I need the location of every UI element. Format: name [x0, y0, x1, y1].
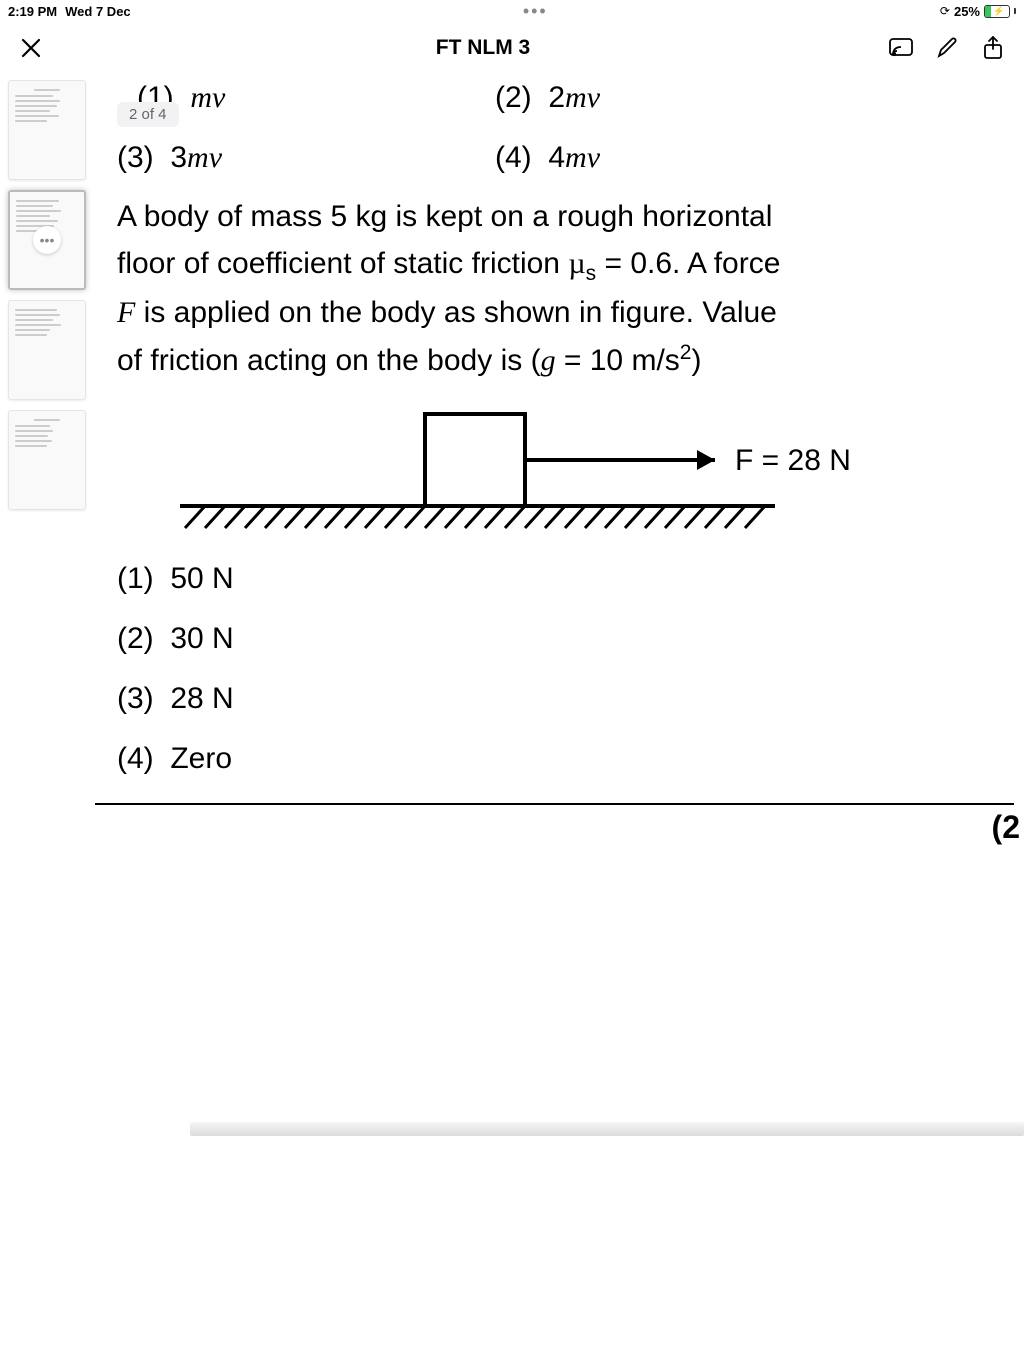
- orientation-lock-icon: ⟳: [940, 4, 950, 18]
- g-symbol: g: [541, 344, 556, 377]
- ipad-status-bar: 2:19 PM Wed 7 Dec ••• ⟳ 25% ⚡: [0, 0, 1024, 22]
- thumbnail-page-4[interactable]: [8, 410, 86, 510]
- prev-opt1-val: mv: [190, 81, 225, 114]
- prev-opt4-val: 4mv: [548, 141, 600, 174]
- document-toolbar: FT NLM 3: [0, 22, 1024, 74]
- prev-opt2-val: 2mv: [548, 81, 600, 114]
- close-button[interactable]: [18, 35, 44, 61]
- force-label: F = 28 N: [735, 444, 851, 477]
- cast-icon: [889, 38, 913, 58]
- question-line-1: A body of mass 5 kg is kept on a rough h…: [117, 200, 772, 233]
- prev-opt2-num: (2): [495, 81, 532, 114]
- page-edge-shadow: [190, 1122, 1024, 1136]
- answer-option-3: (3) 28 N: [117, 669, 1014, 729]
- document-title: FT NLM 3: [78, 36, 888, 60]
- status-time: 2:19 PM: [8, 4, 57, 19]
- prev-opt3-num: (3): [117, 141, 154, 174]
- page-thumbnails-sidebar: •••: [0, 74, 95, 1358]
- question-line-4a: of friction acting on the body is (: [117, 344, 541, 377]
- question-line-4c: ): [691, 344, 701, 377]
- thumbnail-page-3[interactable]: [8, 300, 86, 400]
- close-icon: [19, 36, 43, 60]
- share-button[interactable]: [980, 35, 1006, 61]
- question-line-2b: = 0.6. A force: [596, 247, 780, 280]
- thumbnail-page-2[interactable]: •••: [8, 190, 86, 290]
- question-line-4b: = 10 m/s: [556, 344, 680, 377]
- next-question-partial: (2: [95, 809, 1020, 846]
- pencil-icon: [935, 36, 959, 60]
- answer-options: (1) 50 N (2) 30 N (3) 28 N (4) Zero: [95, 549, 1014, 789]
- battery-percent: 25%: [954, 4, 980, 19]
- answer-option-1: (1) 50 N: [117, 549, 1014, 609]
- multitasking-dots-icon[interactable]: •••: [131, 1, 940, 22]
- prev-opt4-num: (4): [495, 141, 532, 174]
- page-counter-badge: 2 of 4: [117, 102, 179, 127]
- force-symbol: F: [117, 296, 135, 329]
- question-body: A body of mass 5 kg is kept on a rough h…: [95, 176, 1014, 394]
- cast-button[interactable]: [888, 35, 914, 61]
- question-line-2a: floor of coefficient of static friction: [117, 247, 568, 280]
- battery-icon: ⚡: [984, 5, 1010, 18]
- answer-option-4: (4) Zero: [117, 729, 1014, 789]
- question-line-3b: is applied on the body as shown in figur…: [135, 296, 777, 329]
- prev-opt3-val: 3mv: [170, 141, 222, 174]
- question-divider: [95, 803, 1014, 805]
- squared-superscript: 2: [680, 341, 692, 364]
- thumbnail-page-1[interactable]: [8, 80, 86, 180]
- status-date: Wed 7 Dec: [65, 4, 131, 19]
- mu-subscript: s: [586, 262, 597, 285]
- physics-figure: F = 28 N: [175, 406, 1014, 541]
- document-content[interactable]: 2 of 4 (1) mv (2) 2mv (3) 3mv: [95, 74, 1024, 1358]
- annotate-button[interactable]: [934, 35, 960, 61]
- answer-option-2: (2) 30 N: [117, 609, 1014, 669]
- active-page-indicator-icon: •••: [33, 226, 61, 254]
- mu-symbol: µ: [568, 247, 585, 280]
- share-icon: [982, 35, 1004, 61]
